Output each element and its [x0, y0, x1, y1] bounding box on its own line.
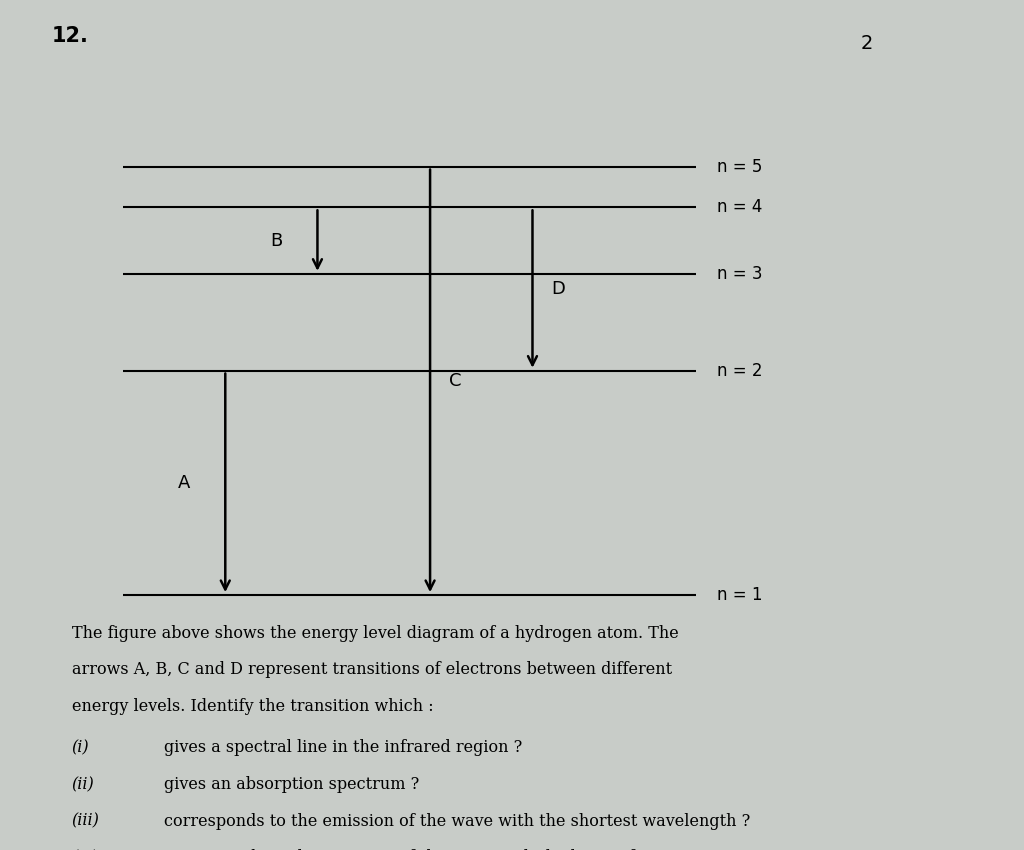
Text: n = 4: n = 4 [717, 198, 762, 217]
Text: gives a spectral line in the infrared region ?: gives a spectral line in the infrared re… [164, 740, 522, 756]
Text: corresponds to the emission of the wave with the shortest wavelength ?: corresponds to the emission of the wave … [164, 813, 751, 830]
Text: n = 2: n = 2 [717, 361, 762, 380]
Text: energy levels. Identify the transition which :: energy levels. Identify the transition w… [72, 698, 433, 715]
Text: n = 1: n = 1 [717, 586, 762, 604]
Text: A: A [178, 473, 190, 492]
Text: corresponds to the emission of the wave with the lowest frequency ?: corresponds to the emission of the wave … [164, 849, 724, 850]
Text: B: B [270, 231, 283, 250]
Text: The figure above shows the energy level diagram of a hydrogen atom. The: The figure above shows the energy level … [72, 625, 679, 642]
Text: arrows A, B, C and D represent transitions of electrons between different: arrows A, B, C and D represent transitio… [72, 661, 672, 678]
Text: (iv): (iv) [72, 849, 98, 850]
Text: n = 3: n = 3 [717, 264, 762, 283]
Text: n = 5: n = 5 [717, 157, 762, 176]
Text: D: D [551, 280, 565, 298]
Text: (i): (i) [72, 740, 89, 756]
Text: 12.: 12. [51, 26, 88, 46]
Text: (iii): (iii) [72, 813, 99, 830]
Text: gives an absorption spectrum ?: gives an absorption spectrum ? [164, 776, 419, 793]
Text: (ii): (ii) [72, 776, 94, 793]
Text: C: C [450, 371, 462, 390]
Text: 2: 2 [860, 34, 872, 53]
